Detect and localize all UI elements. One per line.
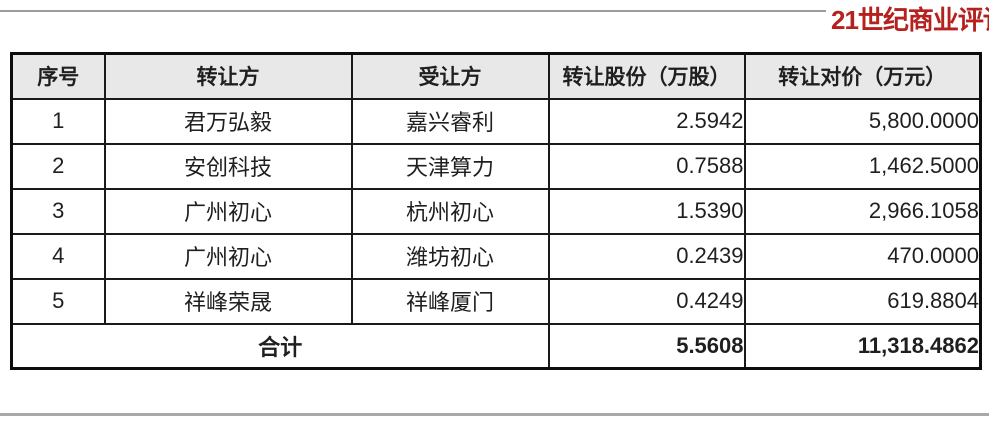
table-row: 1 君万弘毅 嘉兴睿利 2.5942 5,800.0000 bbox=[10, 97, 982, 145]
table-row: 2 安创科技 天津算力 0.7588 1,462.5000 bbox=[10, 142, 982, 190]
total-price: 11,318.4862 bbox=[743, 322, 982, 370]
col-header-price: 转让对价（万元） bbox=[743, 52, 982, 100]
cell-transferee: 嘉兴睿利 bbox=[350, 97, 550, 145]
cell-transferor: 祥峰荣晟 bbox=[103, 277, 353, 325]
total-label: 合计 bbox=[10, 322, 550, 370]
cell-no: 2 bbox=[10, 142, 106, 190]
cell-transferee: 杭州初心 bbox=[350, 187, 550, 235]
cell-price: 619.8804 bbox=[743, 277, 982, 325]
cell-price: 1,462.5000 bbox=[743, 142, 982, 190]
col-header-transferor: 转让方 bbox=[103, 52, 353, 100]
cell-transferor: 广州初心 bbox=[103, 232, 353, 280]
cell-price: 5,800.0000 bbox=[743, 97, 982, 145]
cell-transferor: 君万弘毅 bbox=[103, 97, 353, 145]
col-header-transferee: 受让方 bbox=[350, 52, 550, 100]
cell-shares: 0.2439 bbox=[547, 232, 746, 280]
bottom-divider-rule bbox=[0, 413, 989, 416]
cell-no: 4 bbox=[10, 232, 106, 280]
table-row: 3 广州初心 杭州初心 1.5390 2,966.1058 bbox=[10, 187, 982, 235]
cell-transferee: 潍坊初心 bbox=[350, 232, 550, 280]
cell-price: 2,966.1058 bbox=[743, 187, 982, 235]
cell-shares: 0.4249 bbox=[547, 277, 746, 325]
total-shares: 5.5608 bbox=[547, 322, 746, 370]
table-row: 5 祥峰荣晟 祥峰厦门 0.4249 619.8804 bbox=[10, 277, 982, 325]
cell-transferee: 天津算力 bbox=[350, 142, 550, 190]
cell-transferor: 安创科技 bbox=[103, 142, 353, 190]
cell-no: 5 bbox=[10, 277, 106, 325]
table-row: 4 广州初心 潍坊初心 0.2439 470.0000 bbox=[10, 232, 982, 280]
col-header-shares: 转让股份（万股） bbox=[547, 52, 746, 100]
col-header-no: 序号 bbox=[10, 52, 106, 100]
cell-transferee: 祥峰厦门 bbox=[350, 277, 550, 325]
table-total-row: 合计 5.5608 11,318.4862 bbox=[10, 322, 982, 370]
cell-shares: 0.7588 bbox=[547, 142, 746, 190]
cell-shares: 1.5390 bbox=[547, 187, 746, 235]
publication-logo: 21世纪商业评论 bbox=[831, 5, 989, 35]
cell-shares: 2.5942 bbox=[547, 97, 746, 145]
top-divider-rule bbox=[0, 10, 826, 12]
table-header-row: 序号 转让方 受让方 转让股份（万股） 转让对价（万元） bbox=[10, 52, 982, 100]
cell-price: 470.0000 bbox=[743, 232, 982, 280]
cell-transferor: 广州初心 bbox=[103, 187, 353, 235]
cell-no: 3 bbox=[10, 187, 106, 235]
share-transfer-table: 序号 转让方 受让方 转让股份（万股） 转让对价（万元） 1 君万弘毅 嘉兴睿利… bbox=[10, 52, 982, 370]
cell-no: 1 bbox=[10, 97, 106, 145]
